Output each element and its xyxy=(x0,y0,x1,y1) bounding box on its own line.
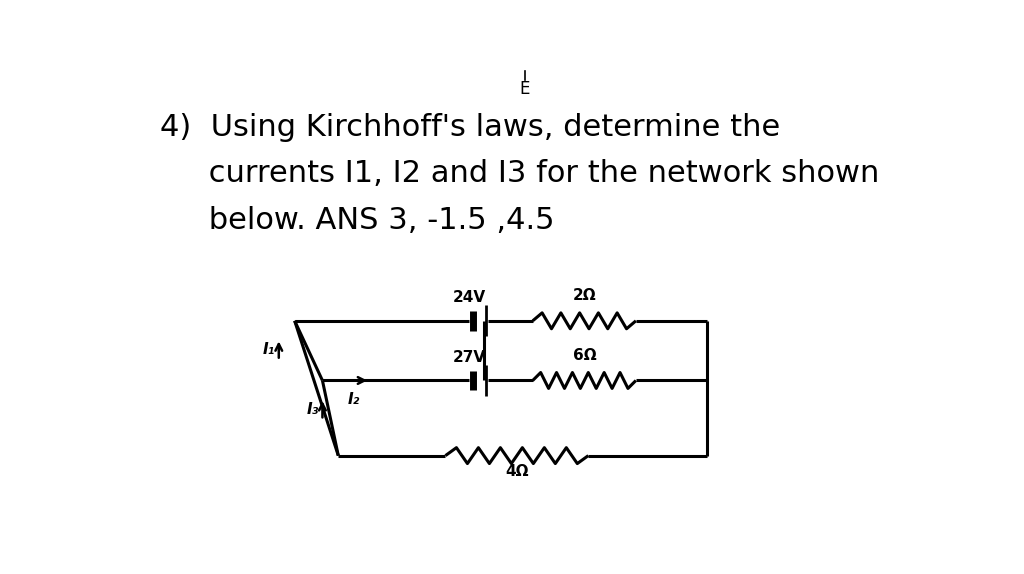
Text: I₃: I₃ xyxy=(306,402,318,417)
Text: below. ANS 3, -1.5 ,4.5: below. ANS 3, -1.5 ,4.5 xyxy=(160,206,554,235)
Text: currents I1, I2 and I3 for the network shown: currents I1, I2 and I3 for the network s… xyxy=(160,160,880,188)
Text: I₂: I₂ xyxy=(348,391,360,406)
Text: 6Ω: 6Ω xyxy=(572,348,596,363)
Text: 2Ω: 2Ω xyxy=(572,288,596,303)
Text: 4Ω: 4Ω xyxy=(505,464,528,479)
Text: 4)  Using Kirchhoff's laws, determine the: 4) Using Kirchhoff's laws, determine the xyxy=(160,113,780,142)
Text: I₁: I₁ xyxy=(262,342,274,357)
Text: 24V: 24V xyxy=(453,290,485,305)
Text: E: E xyxy=(519,80,530,98)
Text: 27V: 27V xyxy=(453,350,485,365)
